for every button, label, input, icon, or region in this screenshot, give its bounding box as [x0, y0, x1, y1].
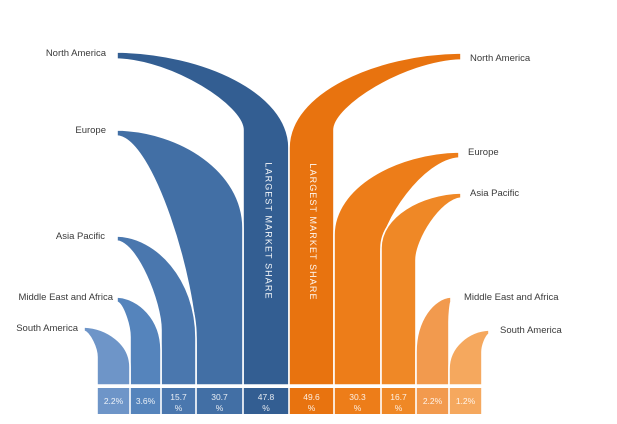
curve-asia-pacific-right [380, 192, 462, 386]
region-label-europe-right: Europe [468, 147, 499, 158]
center-label-left: LARGEST MARKET SHARE [264, 162, 274, 299]
curve-asia-pacific-left [116, 235, 197, 386]
center-label-right: LARGEST MARKET SHARE [308, 163, 318, 300]
percentage-bar: 2.2% 3.6% 15.7 % 30.7 % 47.8 % 49.6 % 30.3 % 16.7 % 2.… [97, 388, 482, 414]
bar-value-1: 3.6% [136, 396, 156, 406]
region-label-south-america-left: South America [16, 323, 78, 334]
bar-cell-5 [289, 388, 334, 414]
bar-cell-9 [449, 388, 482, 414]
region-label-south-america-right: South America [500, 325, 562, 336]
curve-layer [83, 51, 490, 386]
region-label-middle-east-and-africa-left: Middle East and Africa [18, 292, 113, 303]
curve-middle-east-and-africa-left [116, 296, 162, 386]
bar-value-8: 2.2% [423, 396, 443, 406]
bar-cell-3 [196, 388, 243, 414]
curve-europe-right [333, 151, 460, 386]
curve-north-america-right [288, 52, 462, 386]
bar-cell-8 [416, 388, 449, 414]
region-label-middle-east-and-africa-right: Middle East and Africa [464, 292, 559, 303]
region-label-layer: North America Europe Asia Pacific Middle Ea… [16, 48, 562, 336]
bar-value-7: 16.7% [390, 392, 407, 413]
curve-south-america-left [83, 326, 131, 386]
bar-value-2: 15.7% [170, 392, 187, 413]
bar-cell-4 [243, 388, 289, 414]
bar-cell-2 [161, 388, 196, 414]
region-label-asia-pacific-left: Asia Pacific [56, 231, 105, 242]
bar-value-0: 2.2% [104, 396, 124, 406]
region-label-asia-pacific-right: Asia Pacific [470, 188, 519, 199]
region-label-europe-left: Europe [75, 125, 106, 136]
curve-middle-east-and-africa-right [415, 296, 452, 386]
bar-value-3: 30.7% [211, 392, 228, 413]
bar-cell-0 [97, 388, 130, 414]
bar-cell-6 [334, 388, 381, 414]
region-label-north-america-left: North America [46, 48, 107, 59]
bar-value-4: 47.8% [258, 392, 275, 413]
bar-value-5: 49.6% [303, 392, 320, 413]
bar-value-6: 30.3% [349, 392, 366, 413]
bar-cell-7 [381, 388, 416, 414]
region-label-north-america-right: North America [470, 53, 531, 64]
bar-cell-1 [130, 388, 161, 414]
bar-value-9: 1.2% [456, 396, 476, 406]
curve-south-america-right [448, 329, 490, 386]
